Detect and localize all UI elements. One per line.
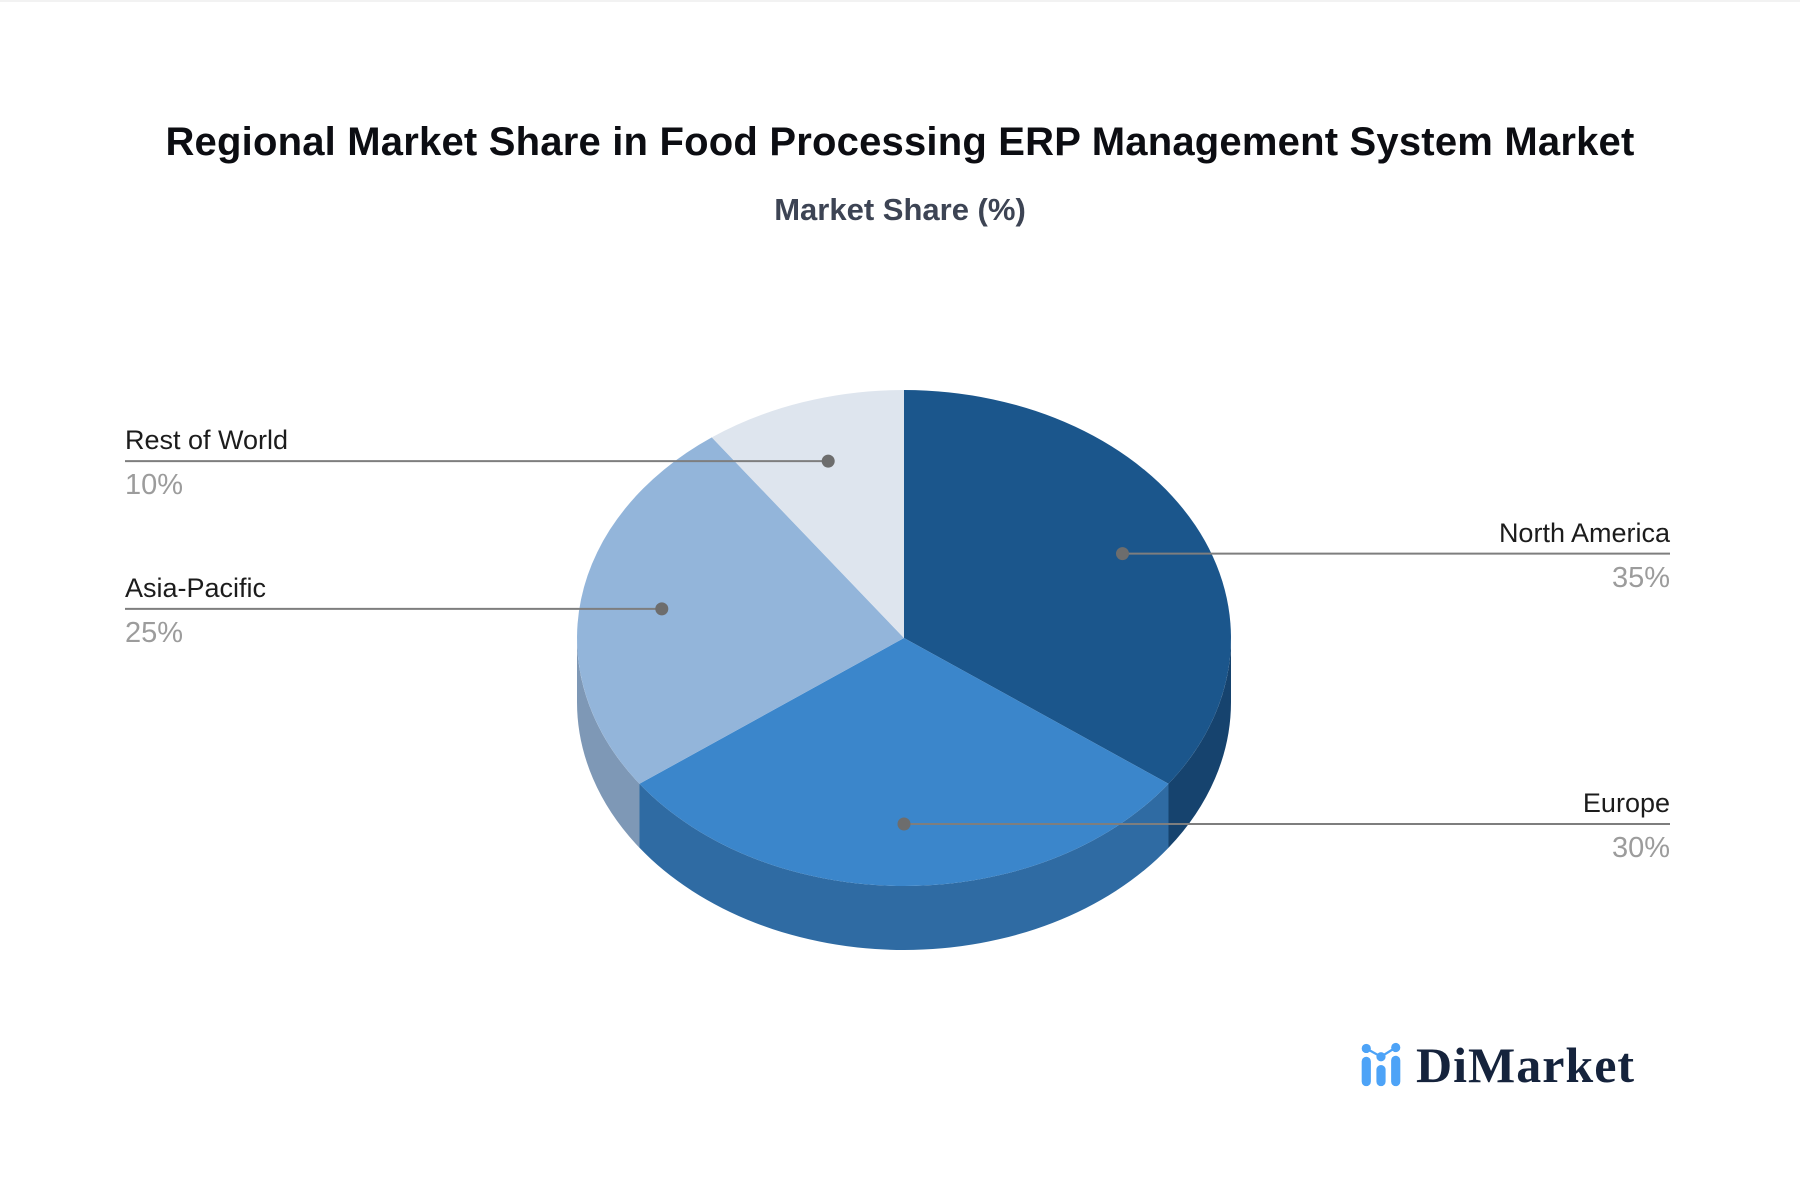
leader-dot: [1116, 547, 1129, 561]
pie-slice-side-asia-pacific: [577, 638, 640, 848]
pie-slice-north-america: [904, 390, 1231, 784]
pie-slice-side-north-america: [1168, 638, 1231, 848]
brand-name: DiMarket: [1416, 1037, 1636, 1093]
pie-slice-rest-of-world: [711, 390, 904, 638]
slice-label-asia-pacific: Asia-Pacific 25%: [125, 572, 266, 650]
slice-percent: 10%: [125, 469, 184, 501]
leader-dot: [655, 602, 669, 616]
bar-chart-with-dots-icon: [1361, 1042, 1401, 1087]
slice-name: Europe: [1582, 788, 1670, 818]
slice-percent: 25%: [125, 617, 184, 649]
slice-name: Asia-Pacific: [125, 573, 267, 603]
pie-slice-asia-pacific: [577, 437, 904, 784]
slice-label-north-america: North America 35%: [1499, 517, 1670, 595]
slice-name: Rest of World: [125, 425, 289, 455]
slice-label-europe: Europe 30%: [1583, 787, 1670, 865]
slice-percent: 35%: [1611, 562, 1670, 594]
chart-subtitle: Market Share (%): [774, 192, 1026, 227]
slice-name: North America: [1498, 518, 1670, 548]
brand-logo: DiMarket: [1360, 1036, 1635, 1094]
pie-slice-side-europe: [639, 783, 1169, 950]
chart-title: Regional Market Share in Food Processing…: [165, 120, 1635, 164]
slice-percent: 30%: [1611, 832, 1670, 864]
slice-label-rest-of-world: Rest of World 10%: [125, 424, 288, 502]
leader-dot: [897, 817, 911, 831]
leader-dot: [821, 454, 835, 468]
